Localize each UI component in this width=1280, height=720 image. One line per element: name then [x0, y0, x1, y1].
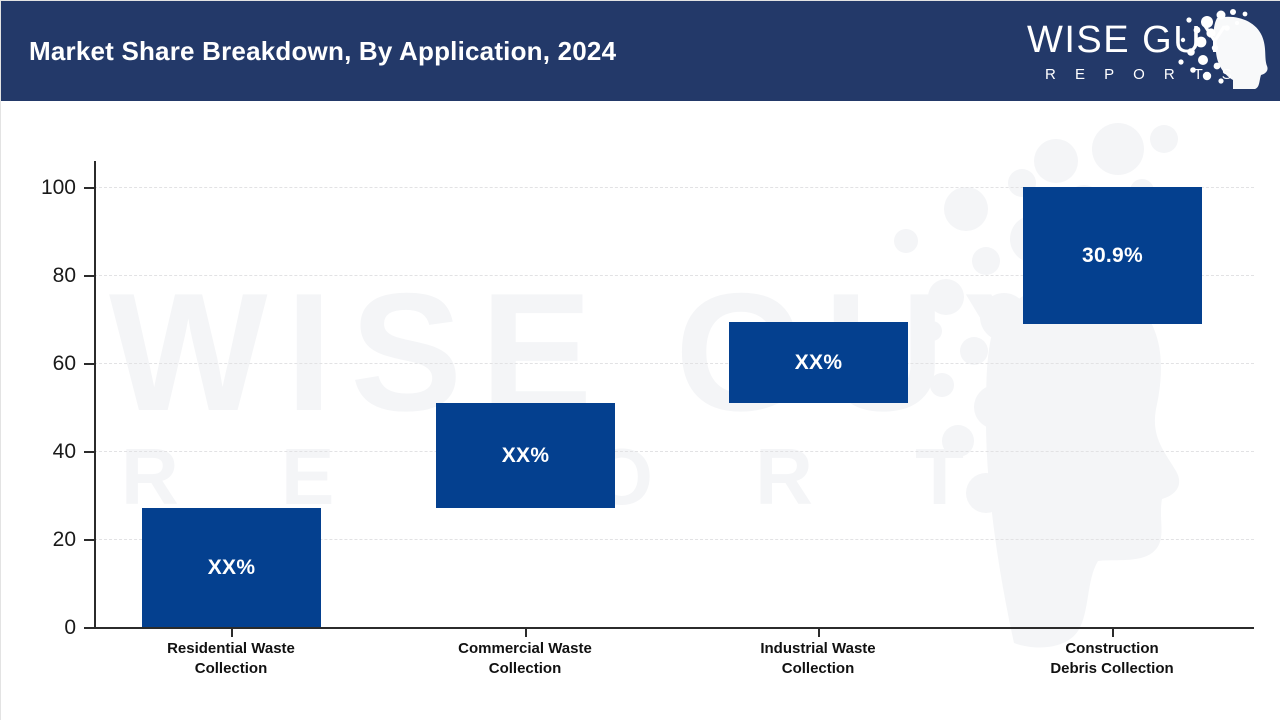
y-tick-label-0: 0 [64, 616, 76, 639]
x-axis-label-construction-debris-collection: Construction Debris Collection [992, 639, 1232, 679]
y-tick-label-40: 40 [52, 440, 76, 463]
bar-residential-waste-collection[interactable]: XX% [142, 508, 321, 627]
x-tick-mark-2 [525, 629, 527, 637]
x-axis-label-line2: Collection [781, 660, 855, 677]
x-axis-label-line1: Construction [1065, 640, 1159, 657]
y-tick-label-20: 20 [52, 528, 76, 551]
x-axis-label-line2: Collection [194, 660, 268, 677]
bar-label-residential-waste-collection: XX% [207, 555, 256, 579]
bar-industrial-waste-collection[interactable]: XX% [729, 322, 908, 403]
y-tick-label-100: 100 [40, 176, 76, 199]
y-tick-mark-80 [84, 275, 95, 277]
y-tick-mark-100 [84, 187, 95, 189]
y-tick-mark-20 [84, 539, 95, 541]
bar-label-construction-debris-collection: 30.9% [1081, 243, 1144, 267]
page-title: Market Share Breakdown, By Application, … [29, 35, 617, 66]
svg-text:R E P O R T S: R E P O R T S [1045, 66, 1239, 83]
bar-label-industrial-waste-collection: XX% [794, 350, 843, 374]
x-axis-line [94, 627, 1254, 629]
page-header: Market Share Breakdown, By Application, … [1, 1, 1280, 101]
x-tick-mark-3 [818, 629, 820, 637]
y-tick-mark-0 [84, 627, 95, 629]
bar-commercial-waste-collection[interactable]: XX% [436, 403, 615, 508]
x-axis-label-residential-waste-collection: Residential Waste Collection [111, 639, 351, 679]
x-axis-label-line1: Residential Waste [167, 640, 295, 657]
bar-construction-debris-collection[interactable]: 30.9% [1023, 187, 1202, 324]
wise-guy-reports-logo: WISE GUY R E P O R T S [1021, 8, 1273, 94]
gridline-80 [94, 275, 1254, 276]
gridline-40 [94, 451, 1254, 452]
x-tick-mark-4 [1112, 629, 1114, 637]
bar-label-commercial-waste-collection: XX% [501, 443, 550, 467]
chart-plot-area: WISE GUY R E P O R T S [1, 101, 1280, 720]
x-axis-label-line2: Collection [488, 660, 562, 677]
gridline-60 [94, 363, 1254, 364]
gridline-100 [94, 187, 1254, 188]
x-axis-label-line1: Industrial Waste [760, 640, 876, 657]
x-tick-mark-1 [231, 629, 233, 637]
y-axis-line [94, 161, 96, 628]
y-tick-label-60: 60 [52, 352, 76, 375]
y-tick-mark-40 [84, 451, 95, 453]
x-axis-label-line2: Debris Collection [1050, 660, 1174, 677]
x-axis-label-line1: Commercial Waste [458, 640, 592, 657]
y-tick-mark-60 [84, 363, 95, 365]
y-tick-label-80: 80 [52, 264, 76, 287]
gridline-20 [94, 539, 1254, 540]
x-axis-label-industrial-waste-collection: Industrial Waste Collection [698, 639, 938, 679]
x-axis-label-commercial-waste-collection: Commercial Waste Collection [405, 639, 645, 679]
